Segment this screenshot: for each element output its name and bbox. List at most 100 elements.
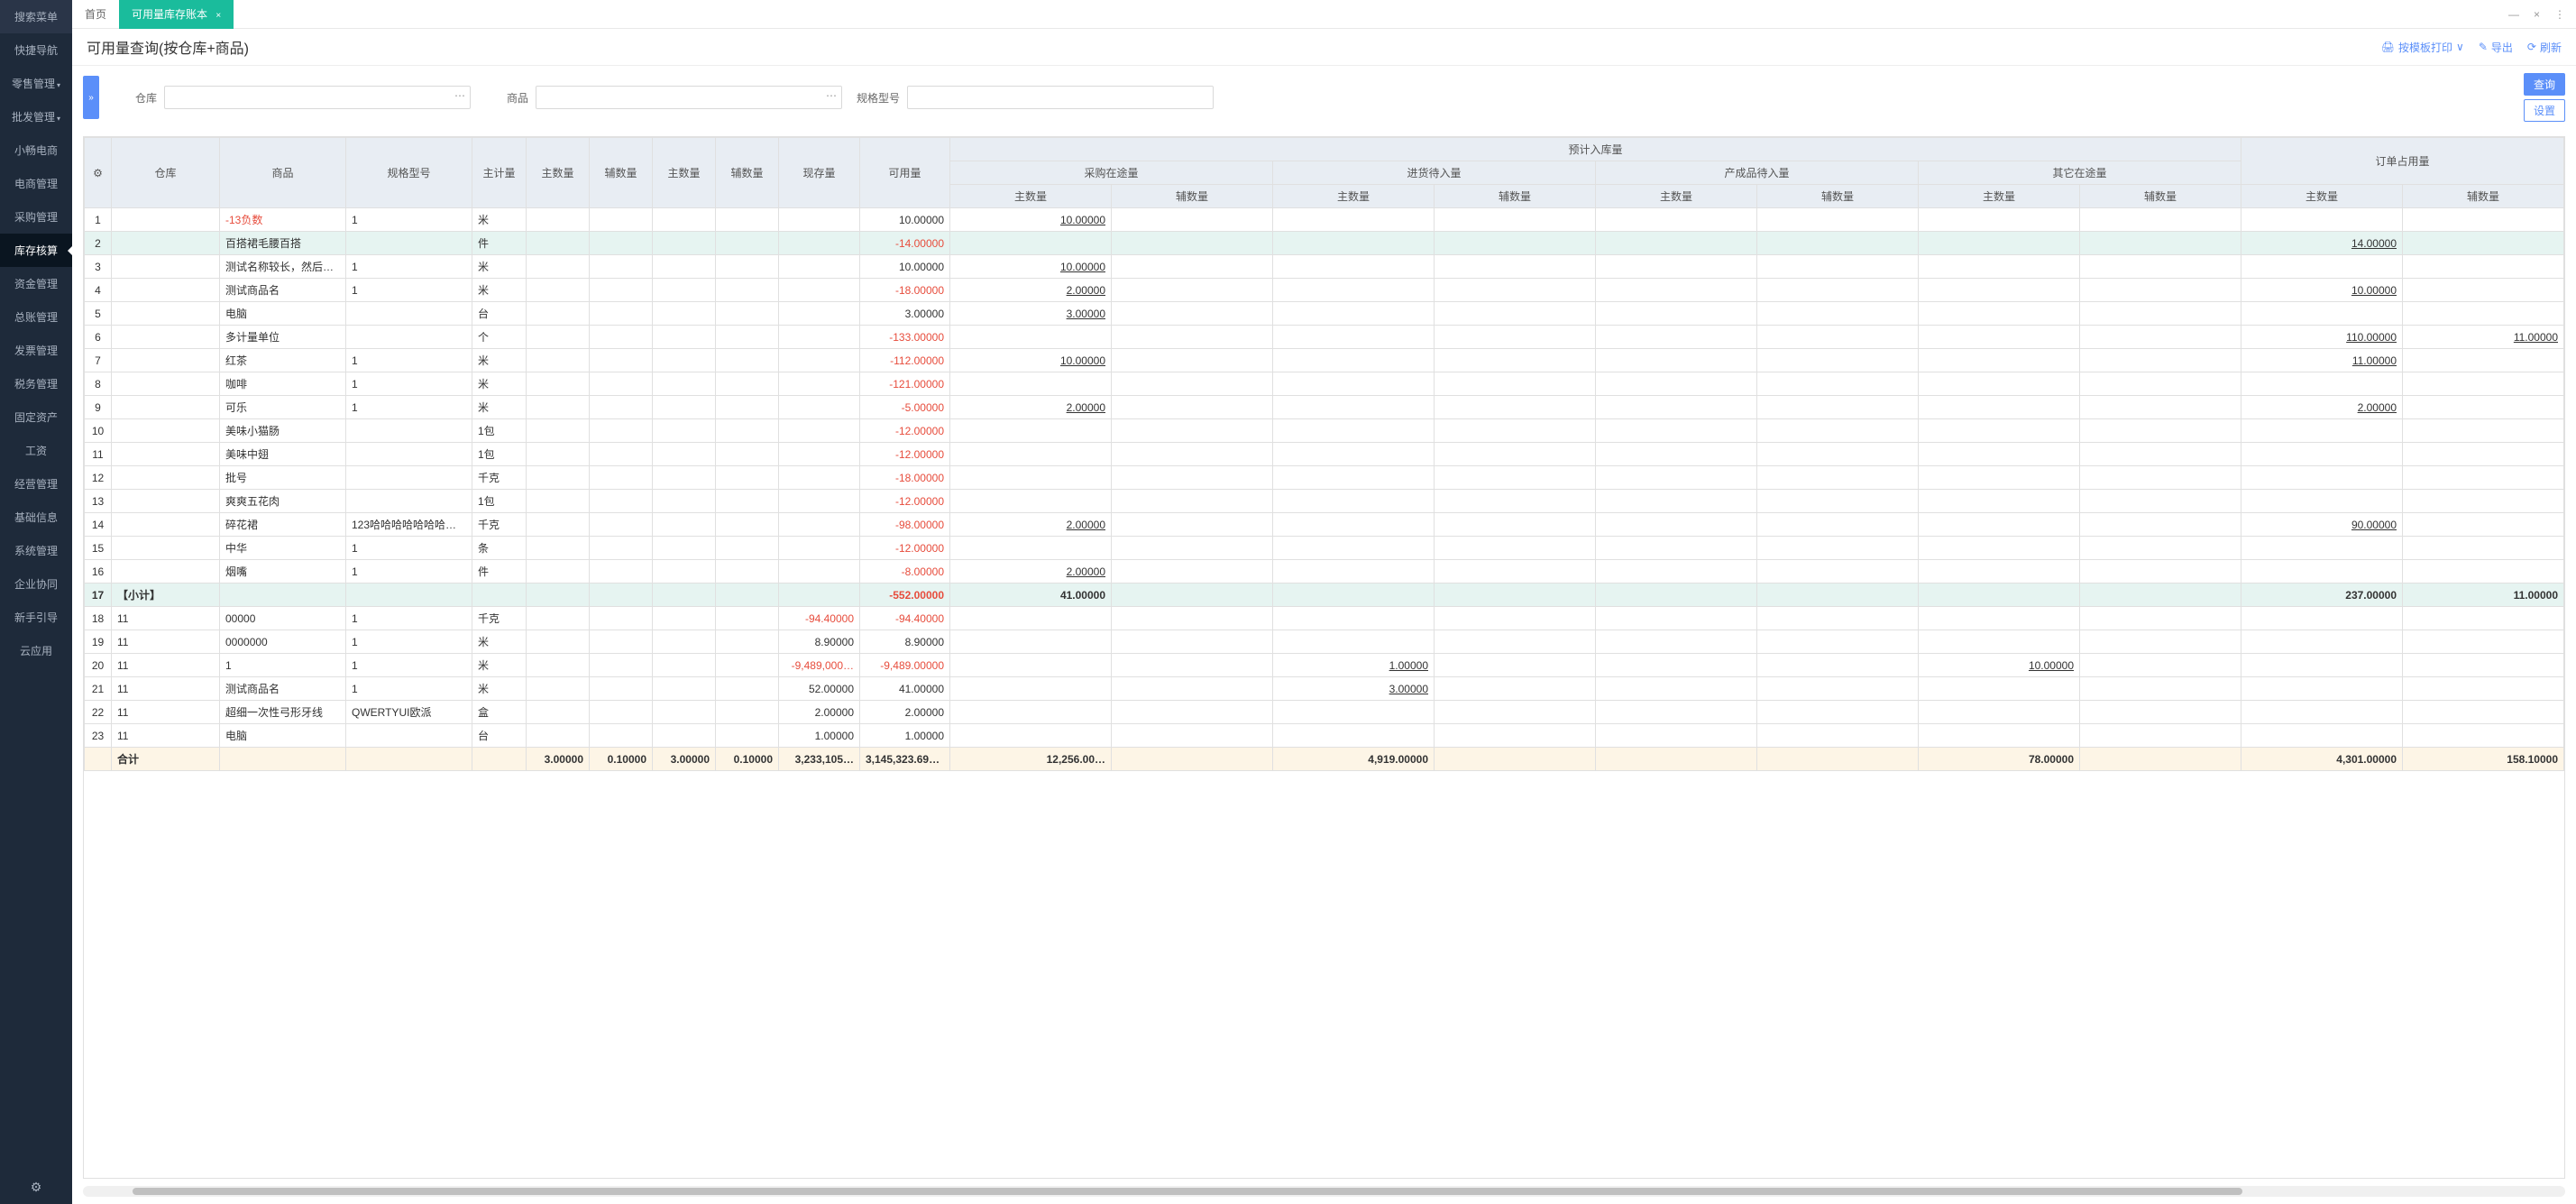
table-row[interactable]: 1811000001千克-94.40000-94.40000: [85, 607, 2564, 630]
chevron-down-icon: ∨: [2456, 41, 2464, 53]
data-table: ⚙ 仓库 商品 规格型号 主计量 主数量 辅数量 主数量 辅数量 现存量 可用量…: [84, 137, 2564, 771]
sidebar-item-3[interactable]: 批发管理▾: [0, 100, 72, 133]
tab-label: 可用量库存账本: [132, 8, 207, 21]
table-row[interactable]: 2111测试商品名1米52.0000041.000003.00000: [85, 677, 2564, 701]
col-finished-transit: 产成品待入量: [1596, 161, 1919, 185]
col-main-unit: 主计量: [472, 138, 527, 208]
sidebar-item-2[interactable]: 零售管理▾: [0, 67, 72, 100]
col-available: 可用量: [860, 138, 950, 208]
col-product: 商品: [220, 138, 346, 208]
sidebar-item-18[interactable]: 新手引导: [0, 601, 72, 634]
close-icon[interactable]: ×: [215, 11, 221, 21]
col-goods-transit: 进货待入量: [1273, 161, 1596, 185]
tab-home[interactable]: 首页: [72, 0, 119, 29]
table-row[interactable]: 2百搭裙毛腰百搭件-14.0000014.00000: [85, 232, 2564, 255]
table-row[interactable]: 6多计量单位个-133.00000110.0000011.00000: [85, 326, 2564, 349]
sidebar-item-6[interactable]: 采购管理: [0, 200, 72, 234]
page-title: 可用量查询(按仓库+商品): [87, 36, 249, 58]
table-row[interactable]: 8咖啡1米-121.00000: [85, 372, 2564, 396]
refresh-icon: ⟳: [2527, 41, 2536, 53]
col-main-qty: 主数量: [527, 138, 590, 208]
filter-bar: » 仓库 ⋯ 商品 ⋯ 规格型号: [72, 66, 2576, 129]
table-row[interactable]: 3测试名称较长，然后截断有没…1米10.0000010.00000: [85, 255, 2564, 279]
table-row[interactable]: 13爽爽五花肉1包-12.00000: [85, 490, 2564, 513]
data-table-wrap[interactable]: ⚙ 仓库 商品 规格型号 主计量 主数量 辅数量 主数量 辅数量 现存量 可用量…: [83, 136, 2565, 1179]
gear-column[interactable]: ⚙: [85, 138, 112, 208]
tab-controls: — × ⋮: [2498, 6, 2576, 23]
query-button[interactable]: 查询: [2524, 73, 2565, 96]
col-stock: 现存量: [779, 138, 860, 208]
table-row[interactable]: 5电脑台3.000003.00000: [85, 302, 2564, 326]
spec-label: 规格型号: [849, 90, 900, 106]
print-button[interactable]: 🖨按模板打印 ∨: [2381, 40, 2464, 55]
table-row[interactable]: 2211超细一次性弓形牙线QWERTYUI欧派盒2.000002.00000: [85, 701, 2564, 724]
product-input[interactable]: [536, 86, 842, 109]
table-row[interactable]: 191100000001米8.900008.90000: [85, 630, 2564, 654]
col-aux-qty2: 辅数量: [716, 138, 779, 208]
table-row[interactable]: 17【小计】-552.0000041.00000237.0000011.0000…: [85, 584, 2564, 607]
col-order-occupy: 订单占用量: [2241, 138, 2564, 185]
table-row[interactable]: 15中华1条-12.00000: [85, 537, 2564, 560]
table-row[interactable]: 9可乐1米-5.000002.000002.00000: [85, 396, 2564, 419]
sidebar-item-9[interactable]: 总账管理: [0, 300, 72, 334]
col-aux-qty: 辅数量: [590, 138, 653, 208]
table-header: ⚙ 仓库 商品 规格型号 主计量 主数量 辅数量 主数量 辅数量 现存量 可用量…: [85, 138, 2564, 208]
product-picker-icon[interactable]: ⋯: [826, 89, 837, 102]
page-header: 可用量查询(按仓库+商品) 🖨按模板打印 ∨ ✎导出 ⟳刷新: [72, 29, 2576, 66]
table-row[interactable]: 11美味中翅1包-12.00000: [85, 443, 2564, 466]
col-warehouse: 仓库: [112, 138, 220, 208]
tab-bar: 首页 可用量库存账本 × — × ⋮: [72, 0, 2576, 29]
chevron-down-icon: ▾: [57, 115, 60, 123]
table-row[interactable]: 4测试商品名1米-18.000002.0000010.00000: [85, 279, 2564, 302]
tab-inventory[interactable]: 可用量库存账本 ×: [119, 0, 234, 29]
sidebar-item-12[interactable]: 固定资产: [0, 400, 72, 434]
table-row[interactable]: 12批号千克-18.00000: [85, 466, 2564, 490]
sidebar-item-13[interactable]: 工资: [0, 434, 72, 467]
col-main-qty2: 主数量: [653, 138, 716, 208]
settings-gear-icon[interactable]: ⚙: [31, 1180, 42, 1194]
table-row[interactable]: 14碎花裙123哈哈哈哈哈哈哈哈哈哈哈哈…千克-98.000002.000009…: [85, 513, 2564, 537]
col-other-transit: 其它在途量: [1919, 161, 2241, 185]
sidebar-item-0[interactable]: 搜索菜单: [0, 0, 72, 33]
sidebar-item-10[interactable]: 发票管理: [0, 334, 72, 367]
table-row[interactable]: 7红茶1米-112.0000010.0000011.00000: [85, 349, 2564, 372]
main-content: 首页 可用量库存账本 × — × ⋮ 可用量查询(按仓库+商品) 🖨按模板打印 …: [72, 0, 2576, 1204]
more-icon[interactable]: ⋮: [2551, 6, 2569, 23]
warehouse-input[interactable]: [164, 86, 471, 109]
table-row[interactable]: 201111米-9,489,000…-9,489.000001.0000010.…: [85, 654, 2564, 677]
expand-filter-button[interactable]: »: [83, 76, 99, 119]
warehouse-picker-icon[interactable]: ⋯: [454, 89, 465, 102]
sidebar-item-19[interactable]: 云应用: [0, 634, 72, 667]
product-label: 商品: [478, 90, 528, 106]
table-row[interactable]: 16烟嘴1件-8.000002.00000: [85, 560, 2564, 584]
table-row[interactable]: 2311电脑台1.000001.00000: [85, 724, 2564, 748]
col-spec: 规格型号: [346, 138, 472, 208]
refresh-button[interactable]: ⟳刷新: [2527, 40, 2562, 55]
settings-button[interactable]: 设置: [2524, 99, 2565, 122]
sidebar-item-11[interactable]: 税务管理: [0, 367, 72, 400]
sidebar-item-16[interactable]: 系统管理: [0, 534, 72, 567]
table-body: 1-13负数1米10.0000010.000002百搭裙毛腰百搭件-14.000…: [85, 208, 2564, 748]
export-button[interactable]: ✎导出: [2479, 40, 2513, 55]
sidebar-item-14[interactable]: 经营管理: [0, 467, 72, 501]
close-all-icon[interactable]: ×: [2530, 6, 2544, 23]
col-expected-group: 预计入库量: [950, 138, 2241, 161]
sidebar-item-4[interactable]: 小畅电商: [0, 133, 72, 167]
sidebar: 搜索菜单快捷导航零售管理▾批发管理▾小畅电商电商管理采购管理库存核算资金管理总账…: [0, 0, 72, 1204]
minimize-icon[interactable]: —: [2505, 6, 2523, 23]
horizontal-scrollbar[interactable]: [83, 1186, 2565, 1197]
table-row[interactable]: 10美味小猫肠1包-12.00000: [85, 419, 2564, 443]
page-actions: 🖨按模板打印 ∨ ✎导出 ⟳刷新: [2381, 40, 2562, 55]
sidebar-item-5[interactable]: 电商管理: [0, 167, 72, 200]
sidebar-item-15[interactable]: 基础信息: [0, 501, 72, 534]
export-icon: ✎: [2479, 41, 2488, 53]
spec-input[interactable]: [907, 86, 1214, 109]
sidebar-item-17[interactable]: 企业协同: [0, 567, 72, 601]
sidebar-item-7[interactable]: 库存核算: [0, 234, 72, 267]
print-icon: 🖨: [2381, 41, 2395, 53]
chevron-down-icon: ▾: [57, 81, 60, 89]
scrollbar-thumb[interactable]: [133, 1188, 2242, 1195]
sidebar-item-1[interactable]: 快捷导航: [0, 33, 72, 67]
sidebar-item-8[interactable]: 资金管理: [0, 267, 72, 300]
table-row[interactable]: 1-13负数1米10.0000010.00000: [85, 208, 2564, 232]
